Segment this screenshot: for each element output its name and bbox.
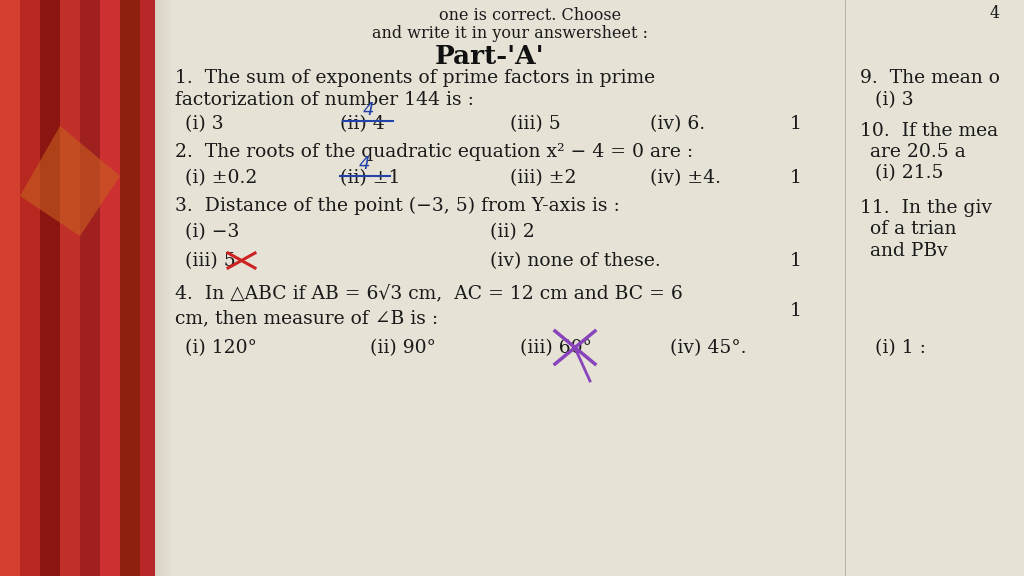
Text: (iii) ±2: (iii) ±2 <box>510 169 577 187</box>
Bar <box>161 0 163 576</box>
Text: (iii) 5: (iii) 5 <box>185 252 236 270</box>
Text: 9.  The mean o: 9. The mean o <box>860 69 1000 87</box>
Bar <box>155 0 157 576</box>
Polygon shape <box>20 126 120 236</box>
Text: (i) −3: (i) −3 <box>185 223 240 241</box>
Text: (iv) 6.: (iv) 6. <box>650 115 706 133</box>
Text: 1: 1 <box>790 115 802 133</box>
Bar <box>159 0 161 576</box>
Text: (iii) 60°: (iii) 60° <box>520 339 592 357</box>
Text: (iv) ±4.: (iv) ±4. <box>650 169 721 187</box>
Text: 4: 4 <box>990 6 1000 22</box>
Bar <box>155 0 1024 576</box>
Text: 11.  In the giv: 11. In the giv <box>860 199 992 217</box>
Text: 1: 1 <box>790 169 802 187</box>
Text: (i) ±0.2: (i) ±0.2 <box>185 169 257 187</box>
Text: (ii) ±1: (ii) ±1 <box>340 169 400 187</box>
Text: (i) 1 :: (i) 1 : <box>874 339 926 357</box>
Text: (ii) 2: (ii) 2 <box>490 223 535 241</box>
Bar <box>20 0 40 576</box>
Text: 1: 1 <box>790 252 802 270</box>
Text: (i) 120°: (i) 120° <box>185 339 257 357</box>
Text: Part-'A': Part-'A' <box>435 44 545 69</box>
Bar <box>163 0 165 576</box>
Text: and PBv: and PBv <box>870 242 948 260</box>
Text: one is correct. Choose: one is correct. Choose <box>439 7 622 25</box>
Text: 1.  The sum of exponents of prime factors in prime: 1. The sum of exponents of prime factors… <box>175 69 655 87</box>
Bar <box>40 0 60 576</box>
Text: (iii) 5: (iii) 5 <box>510 115 561 133</box>
Text: are 20.5 a: are 20.5 a <box>870 143 966 161</box>
Text: (ii) 90°: (ii) 90° <box>370 339 436 357</box>
Text: (iv) none of these.: (iv) none of these. <box>490 252 660 270</box>
Text: and write it in your answersheet :: and write it in your answersheet : <box>372 25 648 41</box>
Text: 10.  If the mea: 10. If the mea <box>860 122 998 140</box>
Text: 4.  In △ABC if AB = 6√3 cm,  AC = 12 cm and BC = 6: 4. In △ABC if AB = 6√3 cm, AC = 12 cm an… <box>175 284 683 302</box>
Bar <box>167 0 169 576</box>
Bar <box>60 0 80 576</box>
Text: (ii) 4: (ii) 4 <box>340 115 385 133</box>
Text: factorization of number 144 is :: factorization of number 144 is : <box>175 91 474 109</box>
Text: of a trian: of a trian <box>870 220 956 238</box>
Text: 4: 4 <box>362 101 374 119</box>
Bar <box>140 0 155 576</box>
Text: 4: 4 <box>358 155 370 173</box>
Bar <box>100 0 120 576</box>
Text: cm, then measure of ∠B is :: cm, then measure of ∠B is : <box>175 309 438 327</box>
Text: 2.  The roots of the quadratic equation x² − 4 = 0 are :: 2. The roots of the quadratic equation x… <box>175 143 693 161</box>
Bar <box>120 0 140 576</box>
Text: (i) 3: (i) 3 <box>185 115 223 133</box>
Text: (i) 21.5: (i) 21.5 <box>874 164 943 182</box>
Bar <box>169 0 171 576</box>
Text: (iv) 45°.: (iv) 45°. <box>670 339 746 357</box>
Text: 1: 1 <box>790 302 802 320</box>
Bar <box>165 0 167 576</box>
Bar <box>0 0 20 576</box>
Bar <box>80 0 100 576</box>
Text: 3.  Distance of the point (−3, 5) from Y-axis is :: 3. Distance of the point (−3, 5) from Y-… <box>175 197 620 215</box>
Text: (i) 3: (i) 3 <box>874 91 913 109</box>
Bar <box>157 0 159 576</box>
